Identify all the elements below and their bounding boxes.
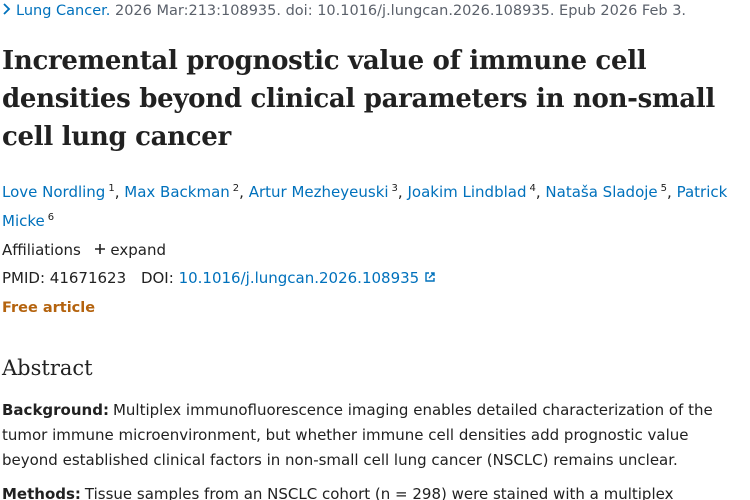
author: Patrick Micke 6 (2, 183, 727, 230)
author-name[interactable]: Love Nordling (2, 183, 106, 201)
separator: , (114, 183, 120, 201)
affiliation-number[interactable]: 1 (108, 183, 115, 194)
free-article: Free article (2, 300, 96, 316)
affiliations-label: Affiliations (2, 241, 81, 259)
separator: , (239, 183, 244, 201)
identifiers: PMID: 41671623 DOI: 10.1016/j.lungcan.20… (2, 269, 436, 287)
section-text: Multiplex immunofluorescence imaging ena… (2, 401, 713, 469)
affiliation-number[interactable]: 2 (232, 183, 240, 194)
author-name[interactable]: Nataša Sladoje (545, 183, 658, 201)
doi-link[interactable]: 10.1016/j.lungcan.2026.108935 (179, 269, 436, 287)
separator: , (535, 183, 541, 201)
chevron-icon (3, 3, 11, 15)
author: Joakim Lindblad 4, (407, 183, 540, 201)
author: Artur Mezheyeuski 3, (249, 183, 403, 201)
expand-toggle[interactable]: expand (94, 241, 166, 259)
author: Love Nordling 1, (2, 183, 120, 201)
expand-label: expand (110, 241, 166, 259)
external-icon (425, 272, 435, 282)
separator: , (397, 183, 403, 201)
citation: Lung Cancer. 2026 Mar:213:108935. doi: 1… (2, 3, 686, 19)
section-label: Background: (2, 401, 109, 419)
citation-details: 2026 Mar:213:108935. doi: 10.1016/j.lung… (114, 3, 687, 19)
author: Max Backman 2, (124, 183, 244, 201)
doi-label: DOI: (140, 269, 174, 287)
plus-icon (94, 244, 105, 254)
author-name[interactable]: Max Backman (124, 183, 230, 201)
doi-text: 10.1016/j.lungcan.2026.108935 (178, 269, 420, 287)
separator: , (667, 183, 672, 201)
author-name[interactable]: Artur Mezheyeuski (248, 183, 389, 201)
abstract-section: Methods: Tissue samples from an NSCLC coh… (2, 482, 747, 500)
author-name[interactable]: Patrick Micke (2, 183, 728, 230)
affiliation-number[interactable]: 4 (529, 183, 536, 194)
abstract-heading: Abstract (2, 356, 93, 380)
affiliations: Affiliations expand (2, 241, 166, 259)
pmid-label: PMID: (2, 269, 46, 287)
abstract-body: Background: Multiplex immunofluorescence … (2, 398, 747, 500)
affiliation-number[interactable]: 3 (391, 183, 398, 194)
author-list: Love Nordling 1, Max Backman 2, Artur Mezh… (2, 176, 742, 234)
affiliation-number[interactable]: 6 (47, 212, 55, 223)
journal-link[interactable]: Lung Cancer. (16, 3, 111, 19)
affiliation-number[interactable]: 5 (660, 183, 668, 194)
author-name[interactable]: Joakim Lindblad (407, 183, 527, 201)
pmid: 41671623 (49, 269, 127, 287)
abstract-section: Background: Multiplex immunofluorescence … (2, 398, 747, 473)
author: Nataša Sladoje 5, (545, 183, 671, 201)
section-label: Methods: (2, 485, 81, 500)
article-title: Incremental prognostic value of immune c… (2, 46, 715, 152)
section-text: Tissue samples from an NSCLC cohort (n =… (84, 485, 674, 500)
